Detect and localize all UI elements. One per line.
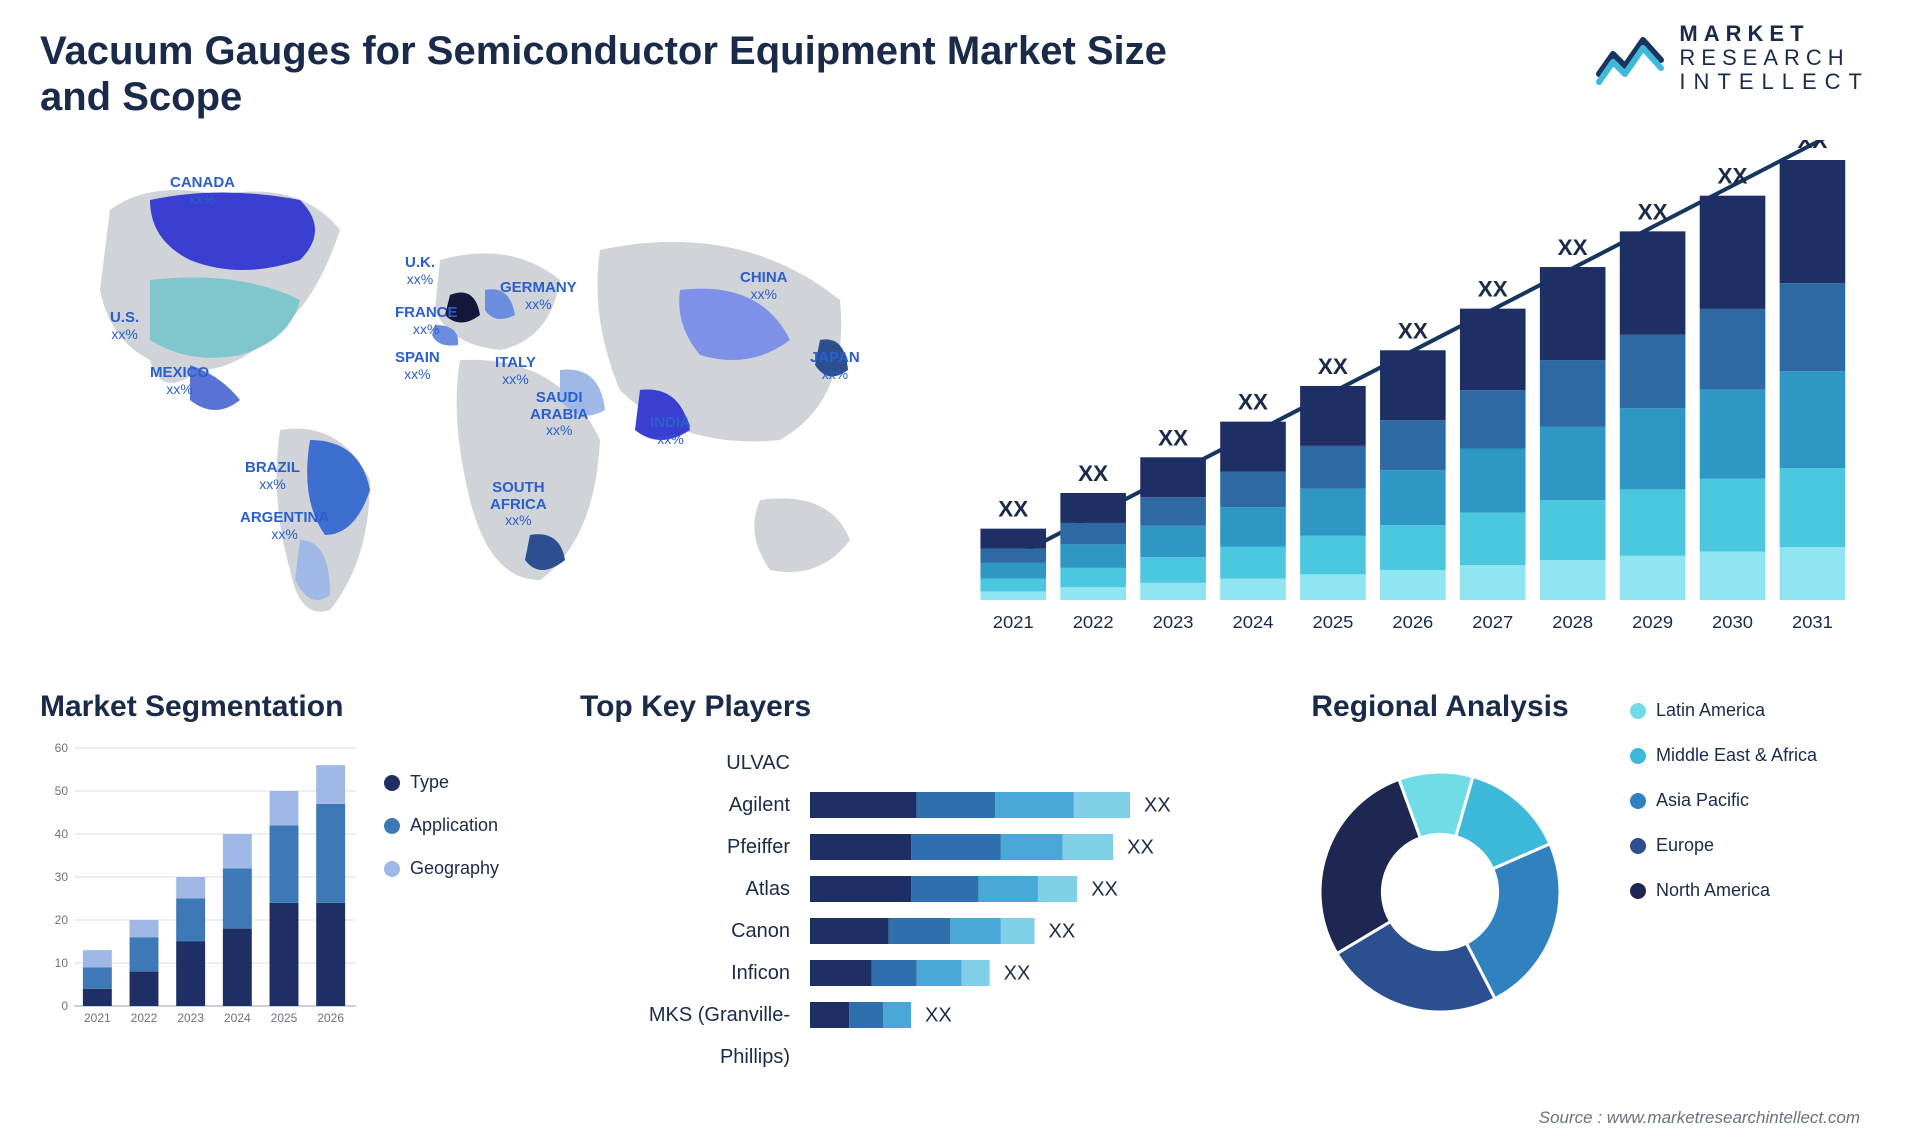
map-label-germany: GERMANYxx% [500,280,577,312]
svg-text:2026: 2026 [1392,612,1433,632]
svg-text:XX: XX [1158,426,1188,451]
svg-text:30: 30 [55,870,69,884]
player-label: Inficon [580,952,790,994]
map-label-u-s-: U.S.xx% [110,310,139,342]
svg-text:2024: 2024 [1233,612,1274,632]
player-label: ULVAC [580,742,790,784]
svg-text:XX: XX [1004,963,1031,985]
map-label-china: CHINAxx% [740,270,788,302]
map-label-south-africa: SOUTHAFRICAxx% [490,480,547,528]
legend-item: Middle East & Africa [1630,745,1817,766]
svg-text:XX: XX [1238,390,1268,415]
player-label: MKS (Granville-Phillips) [580,994,790,1036]
segmentation-panel: Market Segmentation 0 10 20 30 40 50 60 2021 202… [40,690,540,1032]
map-label-france: FRANCExx% [395,305,458,337]
svg-text:2031: 2031 [1792,612,1833,632]
svg-text:XX: XX [998,497,1028,522]
svg-text:XX: XX [925,1005,952,1027]
svg-text:2030: 2030 [1712,612,1753,632]
logo-mark-icon [1595,30,1665,86]
player-label: Atlas [580,868,790,910]
key-players-title: Top Key Players [580,690,1240,724]
key-players-labels: ULVACAgilentPfeifferAtlasCanonInficonMKS… [580,742,790,1042]
svg-text:2027: 2027 [1472,612,1513,632]
map-label-saudi-arabia: SAUDIARABIAxx% [530,390,588,438]
svg-text:40: 40 [55,827,69,841]
svg-text:2022: 2022 [131,1011,158,1025]
segmentation-legend: Type Application Geography [384,742,499,1032]
forecast-chart: XX 2021 XX 2022 XX 2023 XX 2024 XX 2025 XX 2026 XX 20… [960,140,1880,660]
svg-text:0: 0 [61,999,68,1013]
map-label-u-k-: U.K.xx% [405,255,435,287]
svg-text:XX: XX [1144,795,1171,817]
map-label-mexico: MEXICOxx% [150,365,209,397]
key-players-panel: Top Key Players ULVACAgilentPfeifferAtla… [580,690,1240,1042]
legend-item: Europe [1630,835,1817,856]
svg-text:XX: XX [1078,461,1108,486]
map-label-canada: CANADAxx% [170,175,235,207]
player-label: Pfeiffer [580,826,790,868]
logo-line2: RESEARCH [1679,46,1870,70]
svg-text:2024: 2024 [224,1011,251,1025]
svg-text:XX: XX [1638,200,1668,225]
map-label-argentina: ARGENTINAxx% [240,510,329,542]
map-label-brazil: BRAZILxx% [245,460,300,492]
key-players-chart: XX XX XX XX XX XX [810,742,1240,1042]
legend-item: Type [384,772,499,793]
svg-text:20: 20 [55,913,69,927]
svg-text:2026: 2026 [317,1011,344,1025]
regional-legend: Latin America Middle East & Africa Asia Pa… [1630,690,1817,901]
logo-line1: MARKET [1679,22,1870,46]
segmentation-chart: 0 10 20 30 40 50 60 2021 2022 2023 2024 2025 2026 [40,742,360,1032]
svg-text:XX: XX [1049,921,1076,943]
brand-logo: MARKET RESEARCH INTELLECT [1595,22,1870,95]
logo-line3: INTELLECT [1679,70,1870,94]
map-label-italy: ITALYxx% [495,355,536,387]
svg-text:2021: 2021 [993,612,1034,632]
svg-text:XX: XX [1398,318,1428,343]
legend-item: Application [384,815,499,836]
page-title: Vacuum Gauges for Semiconductor Equipmen… [40,28,1240,120]
regional-panel: Regional Analysis Latin America Middle Ea… [1280,690,1880,1037]
svg-text:2028: 2028 [1552,612,1593,632]
map-label-spain: SPAINxx% [395,350,440,382]
svg-text:10: 10 [55,956,69,970]
svg-text:2023: 2023 [177,1011,204,1025]
svg-text:2029: 2029 [1632,612,1673,632]
svg-text:XX: XX [1558,235,1588,260]
svg-text:60: 60 [55,742,69,755]
map-label-japan: JAPANxx% [810,350,860,382]
svg-text:2021: 2021 [84,1011,111,1025]
regional-donut [1280,742,1600,1032]
segmentation-title: Market Segmentation [40,690,540,724]
svg-text:XX: XX [1318,354,1348,379]
regional-title: Regional Analysis [1280,690,1600,724]
svg-text:XX: XX [1718,164,1748,189]
svg-text:XX: XX [1091,879,1118,901]
player-label: Agilent [580,784,790,826]
svg-text:2025: 2025 [271,1011,298,1025]
legend-item: Asia Pacific [1630,790,1817,811]
svg-text:XX: XX [1127,837,1154,859]
map-label-india: INDIAxx% [650,415,691,447]
svg-text:2023: 2023 [1153,612,1194,632]
svg-text:XX: XX [1797,140,1827,153]
svg-text:2022: 2022 [1073,612,1114,632]
source-label: Source : www.marketresearchintellect.com [1539,1108,1860,1128]
legend-item: North America [1630,880,1817,901]
svg-text:XX: XX [1478,277,1508,302]
svg-text:50: 50 [55,784,69,798]
legend-item: Geography [384,858,499,879]
legend-item: Latin America [1630,700,1817,721]
svg-text:2025: 2025 [1312,612,1353,632]
world-map: CANADAxx% U.S.xx% MEXICOxx% BRAZILxx% ARGENT… [40,140,920,660]
player-label: Canon [580,910,790,952]
